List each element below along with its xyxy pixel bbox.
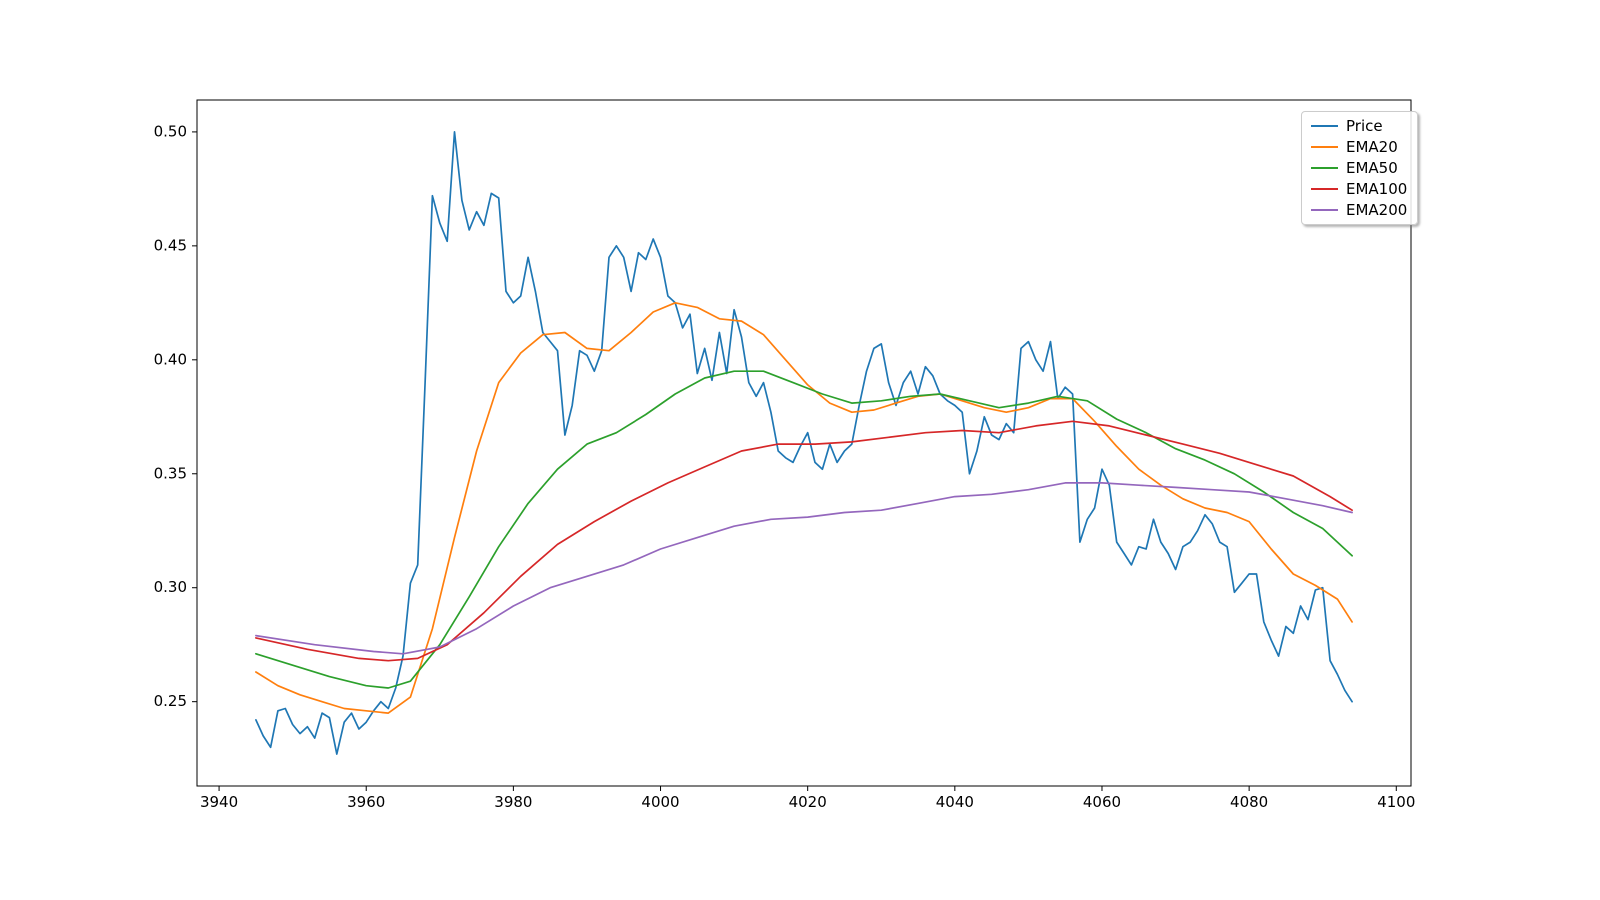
legend-item-price: Price <box>1311 118 1407 134</box>
legend-label: EMA100 <box>1346 180 1408 198</box>
legend-line-swatch-price <box>1311 125 1338 127</box>
legend-line-swatch-ema100 <box>1311 188 1338 190</box>
legend-line-swatch-ema50 <box>1311 167 1338 169</box>
y-tick-label: 0.50 <box>154 122 187 140</box>
legend-label: EMA20 <box>1346 138 1398 156</box>
legend: Price EMA20 EMA50 EMA100 EMA200 <box>1301 111 1419 225</box>
y-tick-label: 0.30 <box>154 578 187 596</box>
x-tick-label: 4100 <box>1377 793 1415 811</box>
y-tick-label: 0.40 <box>154 350 187 368</box>
x-tick-label: 4040 <box>936 793 974 811</box>
series-line-ema20 <box>255 301 1353 714</box>
legend-item-ema20: EMA20 <box>1311 139 1407 155</box>
y-tick-label: 0.35 <box>154 464 187 482</box>
series-line-ema50 <box>255 370 1353 689</box>
x-tick-label: 4020 <box>789 793 827 811</box>
series-line-ema100 <box>255 420 1353 662</box>
x-tick-label: 4060 <box>1083 793 1121 811</box>
legend-item-ema200: EMA200 <box>1311 202 1407 218</box>
x-tick-label: 4080 <box>1230 793 1268 811</box>
legend-item-ema50: EMA50 <box>1311 160 1407 176</box>
legend-label: EMA50 <box>1346 159 1398 177</box>
legend-line-swatch-ema200 <box>1311 209 1338 211</box>
x-tick-label: 3980 <box>494 793 532 811</box>
legend-line-swatch-ema20 <box>1311 146 1338 148</box>
series-line-price <box>255 131 1353 755</box>
x-tick-label: 3940 <box>200 793 238 811</box>
legend-item-ema100: EMA100 <box>1311 181 1407 197</box>
y-tick-label: 0.25 <box>154 692 187 710</box>
legend-label: EMA200 <box>1346 201 1408 219</box>
x-tick-label: 4000 <box>641 793 679 811</box>
axes-frame <box>196 99 1412 787</box>
y-tick-label: 0.45 <box>154 236 187 254</box>
series-line-ema200 <box>255 482 1353 655</box>
x-tick-label: 3960 <box>347 793 385 811</box>
legend-label: Price <box>1346 117 1383 135</box>
